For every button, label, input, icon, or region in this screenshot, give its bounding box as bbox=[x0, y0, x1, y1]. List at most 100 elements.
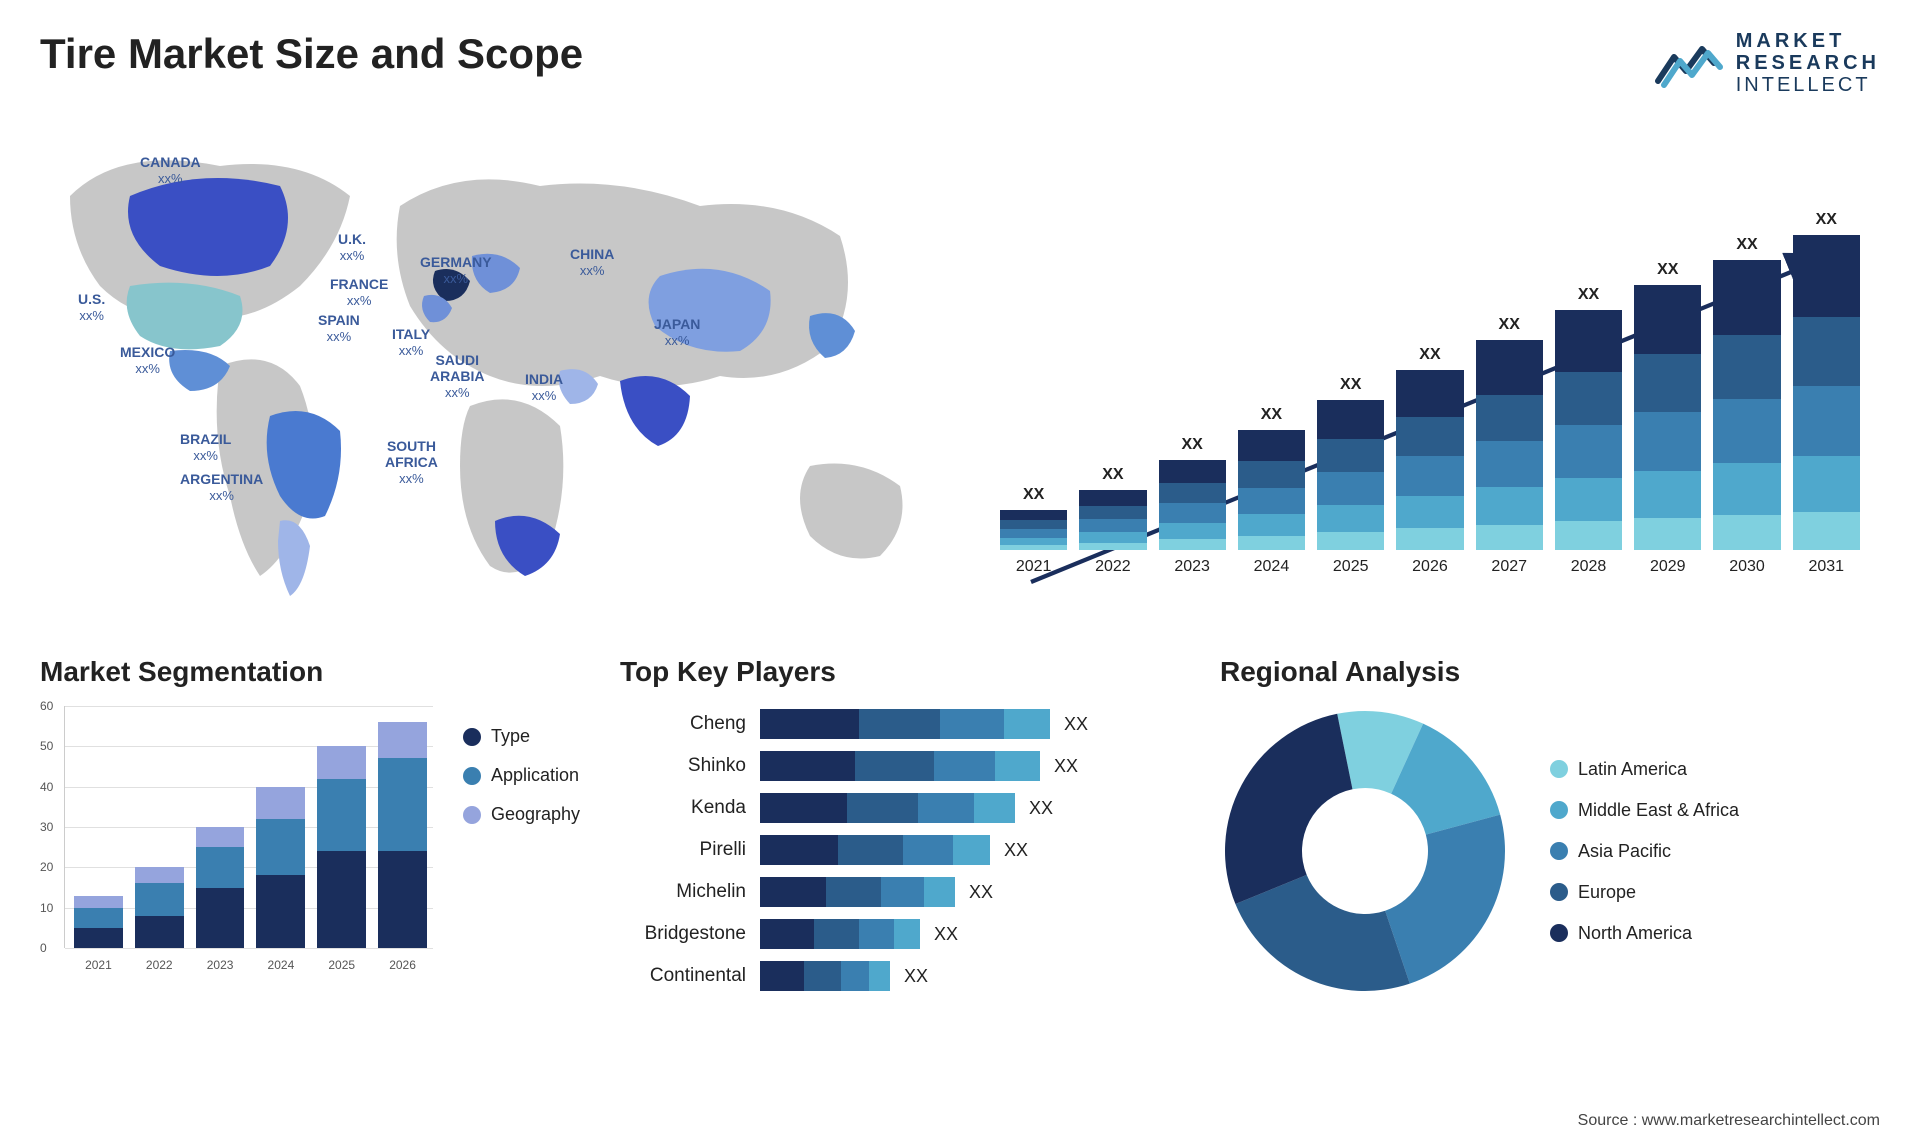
player-name: Bridgestone bbox=[620, 923, 760, 945]
growth-bar-value: XX bbox=[1578, 286, 1599, 304]
growth-bar-value: XX bbox=[1261, 406, 1282, 424]
donut-slice bbox=[1385, 815, 1505, 984]
segmentation-legend-item: Application bbox=[463, 765, 580, 786]
segmentation-chart: 0102030405060 202120222023202420252026 bbox=[40, 706, 433, 976]
growth-bar-value: XX bbox=[1499, 316, 1520, 334]
growth-bar: XX 2026 bbox=[1396, 346, 1463, 576]
segmentation-bar bbox=[135, 867, 184, 948]
map-country-label: FRANCExx% bbox=[330, 276, 388, 309]
map-country-label: SOUTHAFRICAxx% bbox=[385, 438, 438, 487]
segmentation-bar bbox=[317, 746, 366, 948]
player-row: ContinentalXX bbox=[620, 958, 1180, 994]
map-country-label: U.S.xx% bbox=[78, 291, 105, 324]
growth-bar: XX 2029 bbox=[1634, 261, 1701, 576]
growth-x-label: 2028 bbox=[1571, 558, 1607, 576]
brand-logo: MARKET RESEARCH INTELLECT bbox=[1654, 30, 1880, 96]
segmentation-x-label: 2026 bbox=[378, 958, 427, 972]
legend-dot-icon bbox=[1550, 842, 1568, 860]
player-name: Shinko bbox=[620, 755, 760, 777]
segmentation-x-label: 2023 bbox=[196, 958, 245, 972]
regional-legend-item: Middle East & Africa bbox=[1550, 800, 1739, 821]
segmentation-legend: TypeApplicationGeography bbox=[463, 706, 580, 976]
player-bar bbox=[760, 961, 890, 991]
player-value: XX bbox=[1029, 798, 1053, 819]
legend-dot-icon bbox=[1550, 883, 1568, 901]
segmentation-panel: Market Segmentation 0102030405060 202120… bbox=[40, 656, 580, 996]
growth-bar-value: XX bbox=[1023, 486, 1044, 504]
player-value: XX bbox=[1054, 756, 1078, 777]
seg-y-tick: 20 bbox=[40, 860, 53, 874]
player-value: XX bbox=[969, 882, 993, 903]
legend-label: North America bbox=[1578, 923, 1692, 944]
player-row: Pirelli XX bbox=[620, 832, 1180, 868]
segmentation-bar bbox=[256, 787, 305, 948]
growth-x-label: 2029 bbox=[1650, 558, 1686, 576]
regional-donut-chart bbox=[1220, 706, 1510, 996]
player-row: Shinko XX bbox=[620, 748, 1180, 784]
seg-y-tick: 60 bbox=[40, 699, 53, 713]
legend-label: Asia Pacific bbox=[1578, 841, 1671, 862]
growth-bar: XX2030 bbox=[1713, 236, 1780, 576]
regional-legend-item: Asia Pacific bbox=[1550, 841, 1739, 862]
seg-y-tick: 10 bbox=[40, 901, 53, 915]
player-row: MichelinXX bbox=[620, 874, 1180, 910]
map-country-label: BRAZILxx% bbox=[180, 431, 231, 464]
donut-slice bbox=[1225, 714, 1352, 904]
map-country-label: INDIAxx% bbox=[525, 371, 563, 404]
player-row: Kenda XX bbox=[620, 790, 1180, 826]
map-country-label: MEXICOxx% bbox=[120, 344, 175, 377]
segmentation-x-label: 2021 bbox=[74, 958, 123, 972]
page-title: Tire Market Size and Scope bbox=[40, 30, 583, 78]
growth-bar: XX 2022 bbox=[1079, 466, 1146, 576]
growth-bar-value: XX bbox=[1816, 211, 1837, 229]
seg-y-tick: 40 bbox=[40, 780, 53, 794]
regional-legend-item: North America bbox=[1550, 923, 1739, 944]
growth-chart-panel: XX2021XX2022XX2023XX2024XX2025XX2026XX20… bbox=[980, 126, 1880, 616]
map-country-label: CANADAxx% bbox=[140, 154, 201, 187]
player-bar bbox=[760, 919, 920, 949]
growth-x-label: 2023 bbox=[1174, 558, 1210, 576]
map-country-label: SPAINxx% bbox=[318, 312, 360, 345]
segmentation-title: Market Segmentation bbox=[40, 656, 580, 688]
legend-label: Middle East & Africa bbox=[1578, 800, 1739, 821]
growth-bar: XX 2023 bbox=[1159, 436, 1226, 576]
growth-bar-value: XX bbox=[1657, 261, 1678, 279]
key-players-list: ChengXXShinkoXXKendaXXPirelliXXMichelinX… bbox=[620, 706, 1180, 994]
player-bar bbox=[760, 793, 1015, 823]
regional-legend: Latin America Middle East & Africa Asia Pa… bbox=[1550, 759, 1739, 944]
segmentation-x-label: 2022 bbox=[135, 958, 184, 972]
growth-bar: XX2027 bbox=[1476, 316, 1543, 576]
segmentation-x-label: 2025 bbox=[317, 958, 366, 972]
logo-line1: MARKET bbox=[1736, 30, 1880, 52]
growth-bar-value: XX bbox=[1102, 466, 1123, 484]
legend-dot-icon bbox=[1550, 801, 1568, 819]
segmentation-x-label: 2024 bbox=[256, 958, 305, 972]
legend-label: Type bbox=[491, 726, 530, 747]
segmentation-bar bbox=[196, 827, 245, 948]
segmentation-bar bbox=[378, 722, 427, 948]
key-players-panel: Top Key Players ChengXXShinkoXXKendaXXPi… bbox=[620, 656, 1180, 996]
segmentation-bar bbox=[74, 896, 123, 948]
growth-x-label: 2022 bbox=[1095, 558, 1131, 576]
map-country-label: CHINAxx% bbox=[570, 246, 614, 279]
growth-bar-value: XX bbox=[1340, 376, 1361, 394]
map-country-label: SAUDIARABIAxx% bbox=[430, 352, 484, 401]
regional-legend-item: Latin America bbox=[1550, 759, 1739, 780]
growth-bar-value: XX bbox=[1181, 436, 1202, 454]
regional-analysis-panel: Regional Analysis Latin AmericaMiddle Ea… bbox=[1220, 656, 1860, 996]
player-name: Kenda bbox=[620, 797, 760, 819]
player-bar bbox=[760, 751, 1040, 781]
player-bar bbox=[760, 877, 955, 907]
legend-dot-icon bbox=[463, 767, 481, 785]
seg-y-tick: 0 bbox=[40, 941, 47, 955]
logo-icon bbox=[1654, 35, 1724, 91]
growth-bar-value: XX bbox=[1419, 346, 1440, 364]
legend-dot-icon bbox=[1550, 924, 1568, 942]
player-value: XX bbox=[1004, 840, 1028, 861]
growth-x-label: 2026 bbox=[1412, 558, 1448, 576]
player-name: Pirelli bbox=[620, 839, 760, 861]
player-name: Cheng bbox=[620, 713, 760, 735]
player-value: XX bbox=[1064, 714, 1088, 735]
player-row: BridgestoneXX bbox=[620, 916, 1180, 952]
key-players-title: Top Key Players bbox=[620, 656, 1180, 688]
